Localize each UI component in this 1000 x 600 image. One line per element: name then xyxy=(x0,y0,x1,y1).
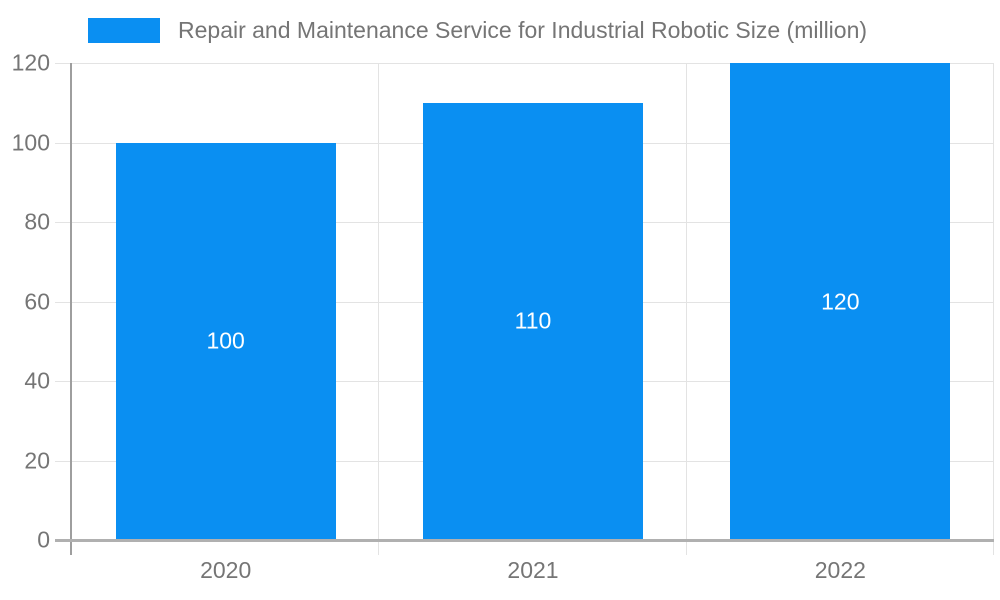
y-axis-line xyxy=(70,63,72,555)
y-tick-label: 100 xyxy=(11,129,50,155)
y-tick-label: 40 xyxy=(24,367,50,394)
x-tick-label: 2020 xyxy=(200,557,252,583)
x-tick-label: 2022 xyxy=(814,557,866,583)
y-tick-label: 20 xyxy=(24,447,50,473)
y-tick-label: 120 xyxy=(11,49,50,76)
category-boundary-line xyxy=(686,63,687,555)
bar-value-label: 110 xyxy=(514,307,552,334)
y-tick-label: 80 xyxy=(24,208,50,235)
x-tick-label: 2021 xyxy=(507,557,559,583)
bar-value-label: 100 xyxy=(206,327,245,354)
category-boundary-line xyxy=(378,63,379,555)
bar-value-label: 120 xyxy=(821,288,860,314)
legend-label: Repair and Maintenance Service for Indus… xyxy=(178,17,868,43)
x-axis-labels: 2020 2021 2022 xyxy=(72,557,994,589)
bar-2022: 120 xyxy=(730,63,951,540)
y-tick-label: 60 xyxy=(24,288,50,314)
y-gridline xyxy=(55,63,994,64)
plot-area: 100 110 120 xyxy=(55,63,994,555)
x-axis-baseline xyxy=(55,539,994,542)
y-axis-labels: 0 20 40 60 80 100 120 xyxy=(0,50,50,553)
y-tick-label: 0 xyxy=(37,526,50,553)
plot-right-border xyxy=(993,63,994,555)
legend: Repair and Maintenance Service for Indus… xyxy=(88,17,867,44)
bar-2020: 100 xyxy=(115,142,336,540)
bar-2021: 110 xyxy=(423,102,643,540)
legend-swatch-icon xyxy=(88,18,160,43)
